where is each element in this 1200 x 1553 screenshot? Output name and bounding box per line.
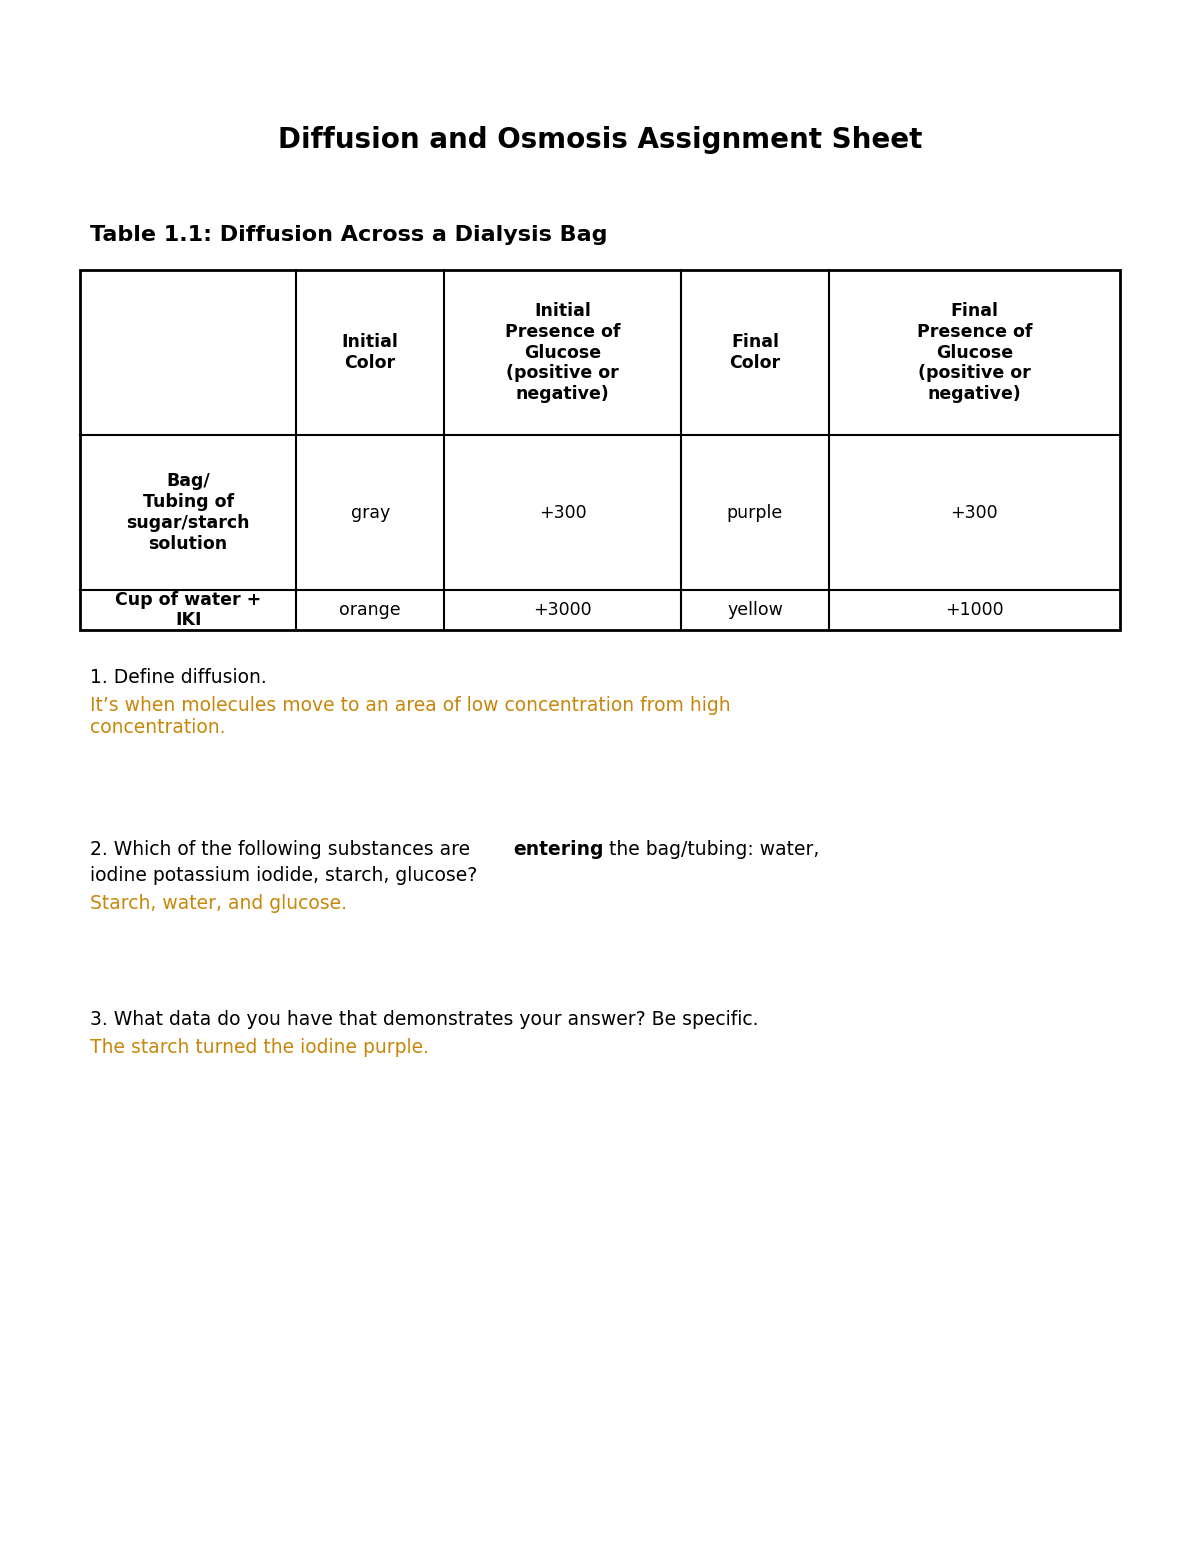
Text: purple: purple: [727, 503, 784, 522]
Text: +1000: +1000: [946, 601, 1003, 620]
Text: Starch, water, and glucose.: Starch, water, and glucose.: [90, 895, 347, 913]
Text: +300: +300: [539, 503, 587, 522]
Text: Diffusion and Osmosis Assignment Sheet: Diffusion and Osmosis Assignment Sheet: [278, 126, 922, 154]
Text: Cup of water +
IKI: Cup of water + IKI: [115, 590, 262, 629]
Text: orange: orange: [340, 601, 401, 620]
Text: Initial
Color: Initial Color: [342, 332, 398, 371]
Text: gray: gray: [350, 503, 390, 522]
Text: It’s when molecules move to an area of low concentration from high
concentration: It’s when molecules move to an area of l…: [90, 696, 731, 738]
Text: The starch turned the iodine purple.: The starch turned the iodine purple.: [90, 1037, 430, 1058]
Text: Final
Presence of
Glucose
(positive or
negative): Final Presence of Glucose (positive or n…: [917, 301, 1032, 404]
Text: Initial
Presence of
Glucose
(positive or
negative): Initial Presence of Glucose (positive or…: [505, 301, 620, 404]
Text: Table 1.1: Diffusion Across a Dialysis Bag: Table 1.1: Diffusion Across a Dialysis B…: [90, 225, 607, 245]
Text: yellow: yellow: [727, 601, 782, 620]
Text: iodine potassium iodide, starch, glucose?: iodine potassium iodide, starch, glucose…: [90, 867, 478, 885]
Text: +3000: +3000: [533, 601, 592, 620]
Text: 1. Define diffusion.: 1. Define diffusion.: [90, 668, 266, 686]
Text: the bag/tubing: water,: the bag/tubing: water,: [602, 840, 820, 859]
Text: Final
Color: Final Color: [730, 332, 780, 371]
Text: 2. Which of the following substances are: 2. Which of the following substances are: [90, 840, 476, 859]
Text: entering: entering: [512, 840, 604, 859]
Text: 3. What data do you have that demonstrates your answer? Be specific.: 3. What data do you have that demonstrat…: [90, 1009, 758, 1030]
Text: Bag/
Tubing of
sugar/starch
solution: Bag/ Tubing of sugar/starch solution: [126, 472, 250, 553]
Text: +300: +300: [950, 503, 998, 522]
Bar: [80, 270, 1120, 631]
